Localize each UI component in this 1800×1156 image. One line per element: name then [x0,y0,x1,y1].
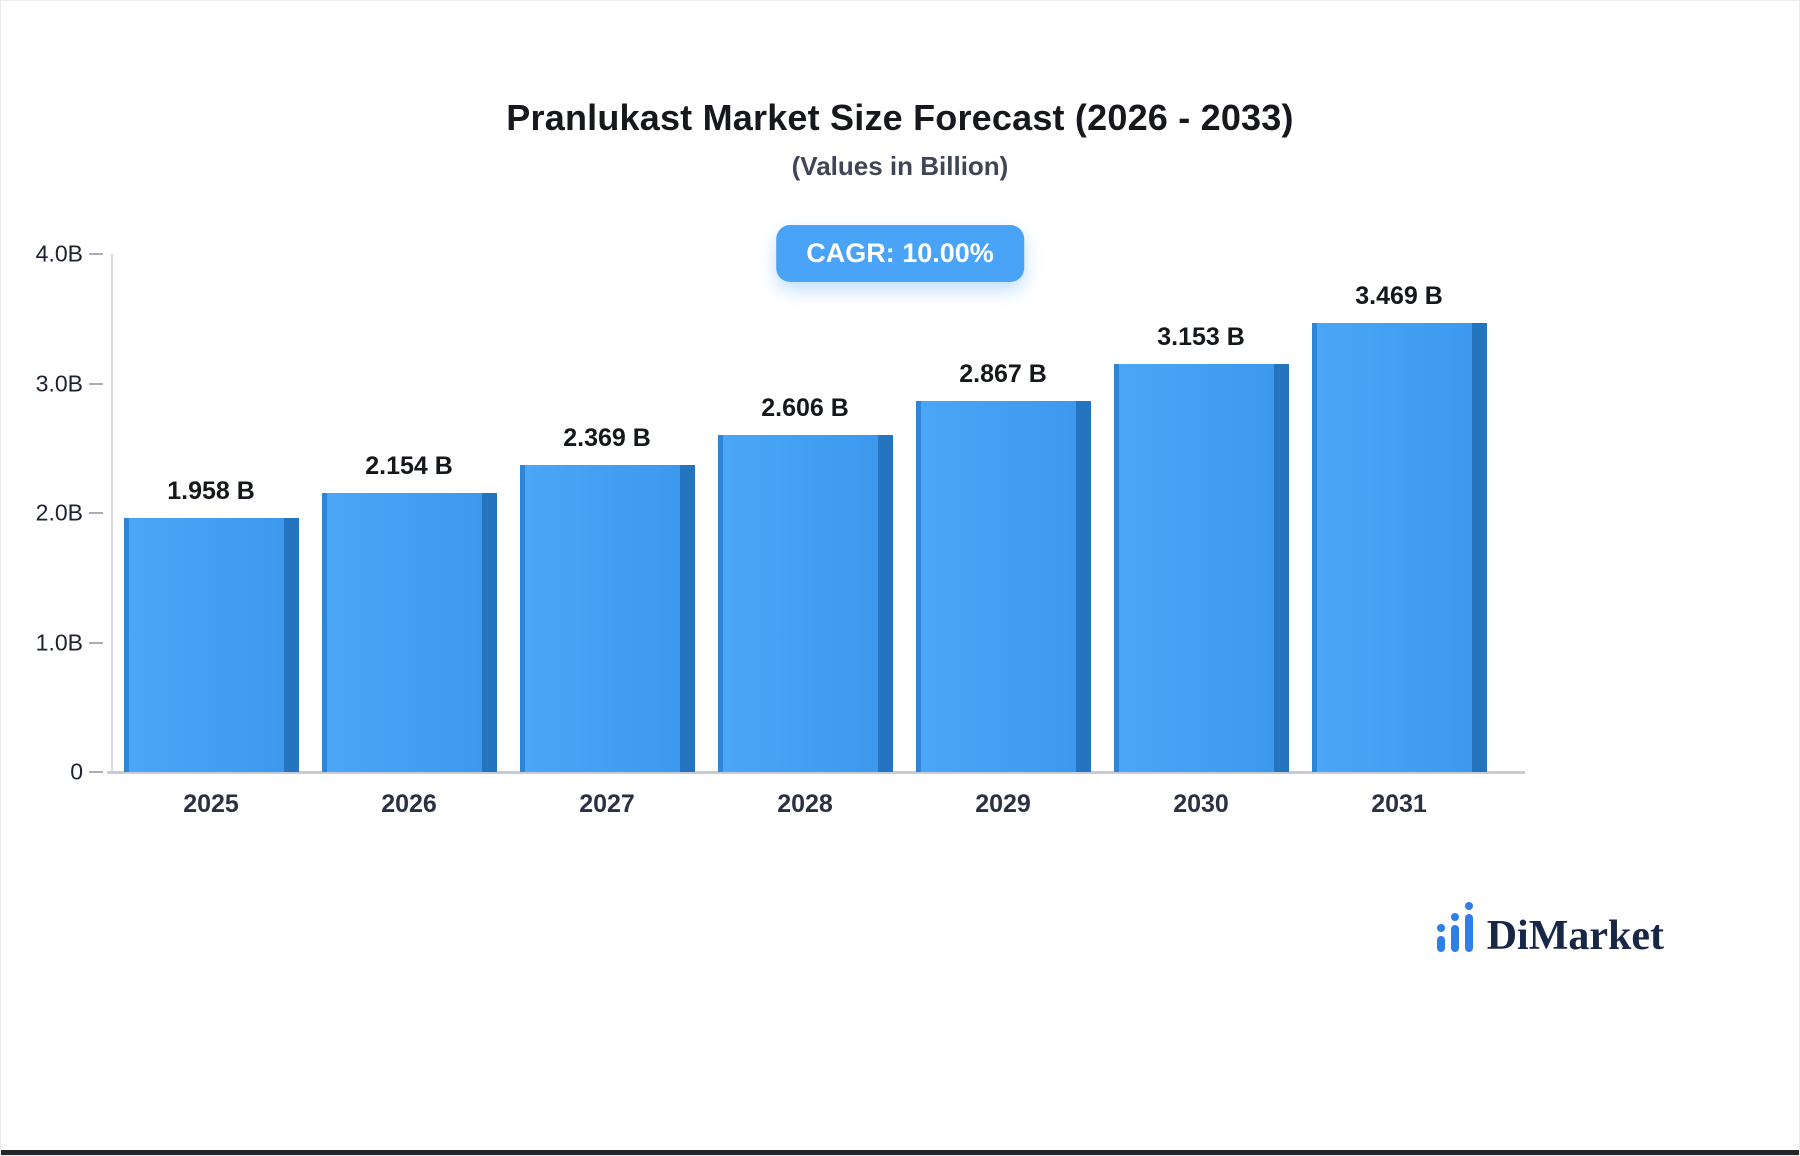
y-tick-dash [89,771,103,773]
chart-subtitle: (Values in Billion) [791,151,1009,181]
brand-logo: DiMarket [1436,902,1664,959]
bar-face [519,465,695,772]
bar-value-label: 2.867 B [959,359,1047,388]
chart-title: Pranlukast Market Size Forecast (2026 - … [506,97,1294,138]
bottom-edge [1,1150,1799,1155]
y-tick-label: 1.0B [35,629,83,655]
y-tick-label: 3.0B [35,370,83,396]
logo-dot [1464,902,1473,910]
y-tick-label: 0 [70,758,83,785]
dimarket-bars-icon [1436,902,1473,957]
bar: 3.153 B [1113,323,1289,772]
x-axis-label: 2028 [777,790,833,818]
y-tick-label: 2.0B [35,499,83,526]
logo-bar-tall [1464,902,1473,952]
bar-value-label: 3.469 B [1355,281,1443,310]
logo-dot [1436,924,1445,932]
brand-name: DiMarket [1486,913,1664,959]
bar-value-label: 2.369 B [563,424,651,453]
bar: 1.958 B [123,477,299,772]
x-axis-label: 2027 [579,790,635,818]
y-axis-line [111,254,113,772]
x-axis-label: 2026 [381,790,437,818]
plot-area: 0 1.0B 2.0B 3.0B 4.0B 1.958 B 2025 2.154 B 2026 2… [36,241,1525,818]
y-tick-dash [89,253,103,255]
logo-bar-small [1436,924,1445,952]
bar: 2.154 B [321,452,497,772]
bar-face [321,493,497,772]
y-tick-label: 4.0B [35,240,83,267]
bar-value-label: 2.154 B [365,452,453,481]
cagr-badge: CAGR: 10.00% [776,225,1024,282]
logo-dot [1450,913,1459,921]
bar-face [1311,322,1487,772]
bar-face [915,400,1091,772]
y-tick-dash [89,641,103,644]
x-axis-label: 2031 [1371,790,1427,818]
y-tick-dash [89,382,103,385]
bar-face [123,518,299,772]
x-axis-label: 2025 [183,790,239,818]
bar: 2.369 B [519,424,695,772]
bar-value-label: 1.958 B [167,477,255,506]
bar: 2.867 B [915,360,1091,772]
bar-value-label: 3.153 B [1157,322,1245,351]
x-axis-label: 2030 [1173,790,1229,818]
x-axis-label: 2029 [975,790,1031,818]
bar: 3.469 B [1311,282,1487,772]
bar: 2.606 B [717,394,893,772]
bar-face [1113,363,1289,772]
y-tick-dash [89,512,103,514]
x-axis-line [107,771,1525,774]
bar-value-label: 2.606 B [761,393,849,422]
logo-bar-medium [1450,913,1459,952]
bar-face [717,434,893,772]
